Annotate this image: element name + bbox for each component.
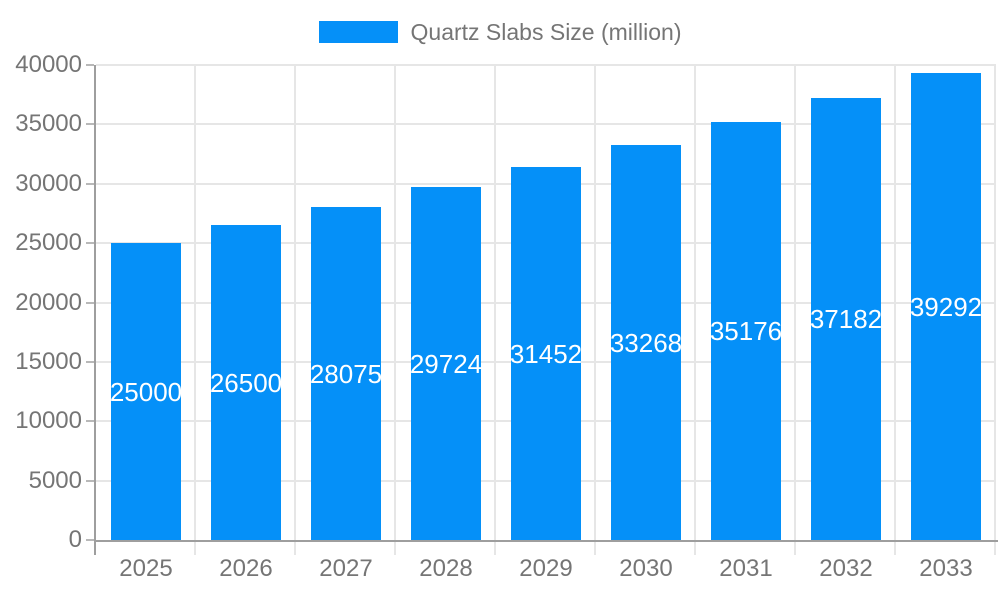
legend-label: Quartz Slabs Size (million) bbox=[410, 18, 682, 45]
x-gridline bbox=[994, 65, 996, 555]
x-axis-label: 2028 bbox=[419, 555, 473, 582]
x-gridline bbox=[394, 65, 396, 555]
bar-value-label: 39292 bbox=[909, 291, 983, 322]
x-axis-label: 2029 bbox=[519, 555, 573, 582]
y-axis-label: 10000 bbox=[15, 407, 82, 435]
y-axis-tick bbox=[86, 360, 94, 363]
x-gridline bbox=[294, 65, 296, 555]
x-axis-label: 2033 bbox=[919, 555, 973, 582]
bar-2026: 26500 bbox=[210, 225, 282, 540]
bar-value-label: 35176 bbox=[709, 316, 783, 346]
bar-2033: 39292 bbox=[910, 73, 982, 540]
plot-area: 0 5000 10000 15000 20000 25000 30000 35000 40000… bbox=[15, 53, 998, 581]
x-gridline bbox=[594, 65, 596, 555]
bar-2027: 28075 bbox=[310, 207, 382, 540]
x-gridline bbox=[494, 65, 496, 555]
y-axis-tick bbox=[86, 301, 94, 304]
bar-2028: 29724 bbox=[410, 187, 482, 540]
x-axis-label: 2025 bbox=[119, 555, 173, 582]
x-axis-label: 2027 bbox=[319, 555, 373, 582]
x-axis-label: 2032 bbox=[819, 555, 873, 582]
y-axis-label: 30000 bbox=[15, 169, 82, 197]
x-axis-label: 2030 bbox=[619, 555, 673, 582]
y-axis-label: 40000 bbox=[15, 51, 82, 78]
x-gridline bbox=[694, 65, 696, 555]
bar-2031: 35176 bbox=[710, 122, 782, 540]
y-gridline bbox=[96, 64, 996, 66]
bar-value-label: 31452 bbox=[509, 338, 583, 369]
chart-legend: Quartz Slabs Size (million) bbox=[0, 18, 1000, 46]
x-axis-label: 2026 bbox=[219, 555, 273, 582]
x-gridline bbox=[194, 65, 196, 555]
y-axis-tick bbox=[86, 182, 94, 185]
y-gridline bbox=[96, 123, 996, 126]
y-axis-tick bbox=[86, 242, 94, 245]
y-axis-label: 35000 bbox=[15, 110, 82, 138]
y-axis-label: 15000 bbox=[15, 347, 82, 375]
bar-value-label: 28075 bbox=[309, 358, 383, 389]
y-axis-tick bbox=[86, 479, 94, 482]
bar-value-label: 29724 bbox=[409, 348, 483, 379]
y-axis-label: 5000 bbox=[28, 466, 82, 494]
bar-value-label: 26500 bbox=[209, 367, 283, 398]
bar-value-label: 37182 bbox=[809, 304, 883, 334]
bar-value-label: 33268 bbox=[609, 327, 683, 358]
bar-2030: 33268 bbox=[610, 145, 682, 540]
bar-value-label: 25000 bbox=[109, 376, 183, 407]
y-axis-tick bbox=[86, 539, 94, 541]
x-gridline bbox=[894, 65, 896, 555]
y-axis-line bbox=[94, 65, 96, 555]
bar-2029: 31452 bbox=[510, 167, 582, 540]
legend-swatch-icon bbox=[318, 21, 398, 43]
y-axis-tick bbox=[86, 64, 94, 66]
bar-2032: 37182 bbox=[810, 98, 882, 540]
bar-2025: 25000 bbox=[110, 243, 182, 540]
x-axis-label: 2031 bbox=[719, 555, 773, 582]
y-axis-tick bbox=[86, 420, 94, 423]
y-axis-label: 0 bbox=[68, 526, 82, 553]
y-axis-tick bbox=[86, 123, 94, 126]
x-gridline bbox=[794, 65, 796, 555]
y-axis-label: 20000 bbox=[15, 288, 82, 316]
x-axis-line bbox=[94, 540, 998, 542]
y-axis-label: 25000 bbox=[15, 229, 82, 257]
